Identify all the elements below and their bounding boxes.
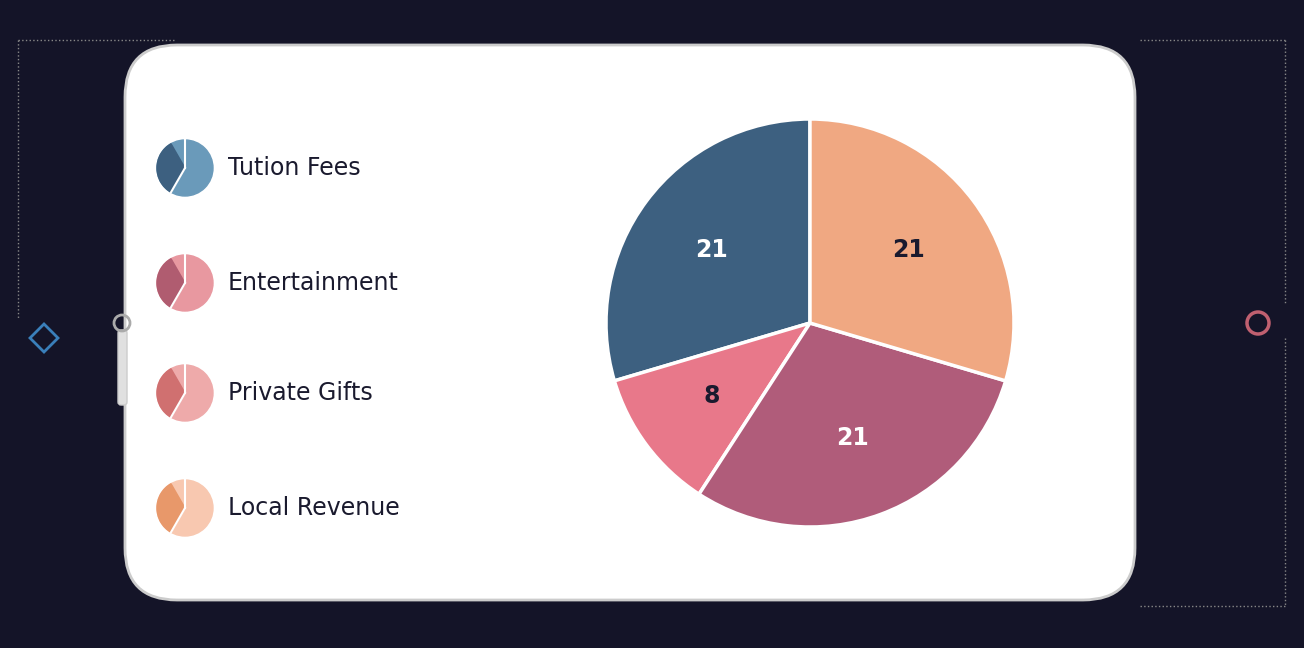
Text: Tution Fees: Tution Fees <box>228 156 361 180</box>
Circle shape <box>156 480 213 536</box>
FancyBboxPatch shape <box>117 330 126 405</box>
Text: 21: 21 <box>836 426 868 450</box>
Wedge shape <box>606 119 810 381</box>
Text: Private Gifts: Private Gifts <box>228 381 373 405</box>
FancyBboxPatch shape <box>125 45 1134 600</box>
Text: 21: 21 <box>695 238 729 262</box>
Wedge shape <box>156 259 185 307</box>
Wedge shape <box>156 369 185 417</box>
Text: Local Revenue: Local Revenue <box>228 496 400 520</box>
Circle shape <box>156 365 213 421</box>
Wedge shape <box>156 144 185 192</box>
Text: 21: 21 <box>892 238 925 262</box>
Wedge shape <box>810 119 1015 381</box>
Text: 8: 8 <box>704 384 720 408</box>
Wedge shape <box>699 323 1005 527</box>
Circle shape <box>156 140 213 196</box>
Text: Entertainment: Entertainment <box>228 271 399 295</box>
Circle shape <box>156 255 213 311</box>
Wedge shape <box>614 323 810 494</box>
Wedge shape <box>156 484 185 532</box>
